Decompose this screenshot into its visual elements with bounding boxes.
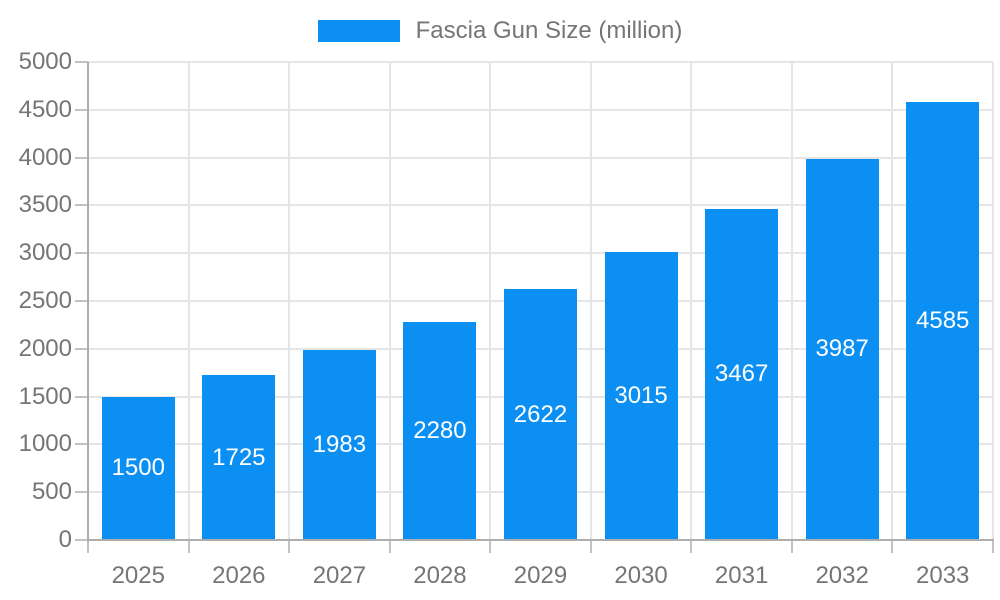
v-gridline [992, 62, 994, 540]
y-axis-label: 0 [58, 526, 72, 553]
x-axis-label: 2027 [312, 562, 367, 589]
y-axis-tick [75, 300, 88, 302]
y-axis-tick [75, 204, 88, 207]
y-axis-tick [75, 443, 88, 446]
x-axis-tick [87, 540, 89, 553]
y-axis-tick [75, 156, 88, 159]
y-axis-tick [75, 347, 88, 350]
x-axis-line [87, 539, 994, 541]
bar-value-label: 2280 [413, 417, 467, 444]
bar: 4585 [906, 101, 980, 540]
y-axis-label: 1500 [18, 382, 72, 410]
y-axis-tick [75, 395, 88, 398]
bar: 1725 [202, 375, 276, 540]
y-axis-tick [75, 252, 88, 255]
x-axis-label: 2031 [714, 562, 769, 589]
bar: 2280 [403, 322, 477, 540]
v-gridline [690, 62, 693, 540]
bar-value-label: 1725 [212, 443, 266, 471]
bar-value-label: 1983 [312, 431, 367, 459]
v-gridline [388, 62, 391, 540]
y-axis-label: 5000 [18, 48, 72, 75]
y-axis-tick [75, 61, 88, 63]
v-gridline [589, 62, 592, 540]
x-axis-label: 2030 [614, 562, 668, 589]
bar-value-label: 1500 [111, 454, 165, 482]
bar: 2622 [504, 289, 577, 540]
x-axis-tick [288, 540, 291, 553]
v-gridline [187, 62, 190, 540]
x-axis-tick [790, 540, 793, 553]
bar: 1983 [302, 350, 376, 540]
v-gridline [288, 62, 291, 540]
y-axis-tick [75, 539, 88, 541]
x-axis-tick [187, 540, 190, 553]
x-axis-tick [388, 540, 391, 553]
h-gridline [88, 156, 993, 159]
bar: 3987 [805, 158, 879, 540]
y-axis-label: 4500 [18, 95, 72, 123]
y-axis-tick [75, 491, 88, 494]
bar-value-label: 3467 [714, 360, 769, 388]
bar-value-label: 4585 [916, 306, 970, 334]
x-axis-label: 2026 [212, 562, 266, 589]
x-axis-tick [992, 540, 994, 553]
bar-value-label: 2622 [513, 400, 568, 428]
h-gridline [88, 252, 993, 255]
x-axis-tick [690, 540, 693, 553]
y-axis-label: 3500 [18, 191, 72, 219]
x-axis-tick [489, 540, 492, 553]
x-axis-label: 2025 [111, 562, 165, 589]
y-axis-tick [75, 108, 88, 111]
v-gridline [891, 62, 894, 540]
x-axis-tick [891, 540, 894, 553]
bar: 3015 [604, 251, 678, 540]
legend-swatch [317, 20, 400, 42]
y-axis-label: 2000 [18, 334, 72, 362]
y-axis-line [87, 62, 89, 542]
h-gridline [88, 108, 993, 111]
x-axis-label: 2032 [815, 562, 869, 589]
y-axis-label: 500 [31, 478, 72, 506]
h-gridline [88, 204, 993, 207]
y-axis-label: 1000 [18, 430, 72, 458]
y-axis-label: 2500 [18, 287, 72, 314]
x-axis-label: 2033 [916, 562, 970, 589]
x-axis-tick [589, 540, 592, 553]
legend[interactable]: Fascia Gun Size (million) [0, 14, 1000, 48]
bar-value-label: 3015 [614, 381, 668, 409]
h-gridline [88, 61, 993, 63]
x-axis-label: 2028 [413, 562, 467, 589]
legend-label: Fascia Gun Size (million) [415, 17, 683, 44]
y-axis-label: 4000 [18, 143, 72, 171]
bar: 3467 [705, 208, 779, 540]
v-gridline [489, 62, 492, 540]
x-axis-label: 2029 [513, 562, 568, 589]
v-gridline [790, 62, 793, 540]
y-axis-label: 3000 [18, 239, 72, 267]
bar-value-label: 3987 [815, 335, 869, 363]
bar: 1500 [101, 396, 175, 540]
